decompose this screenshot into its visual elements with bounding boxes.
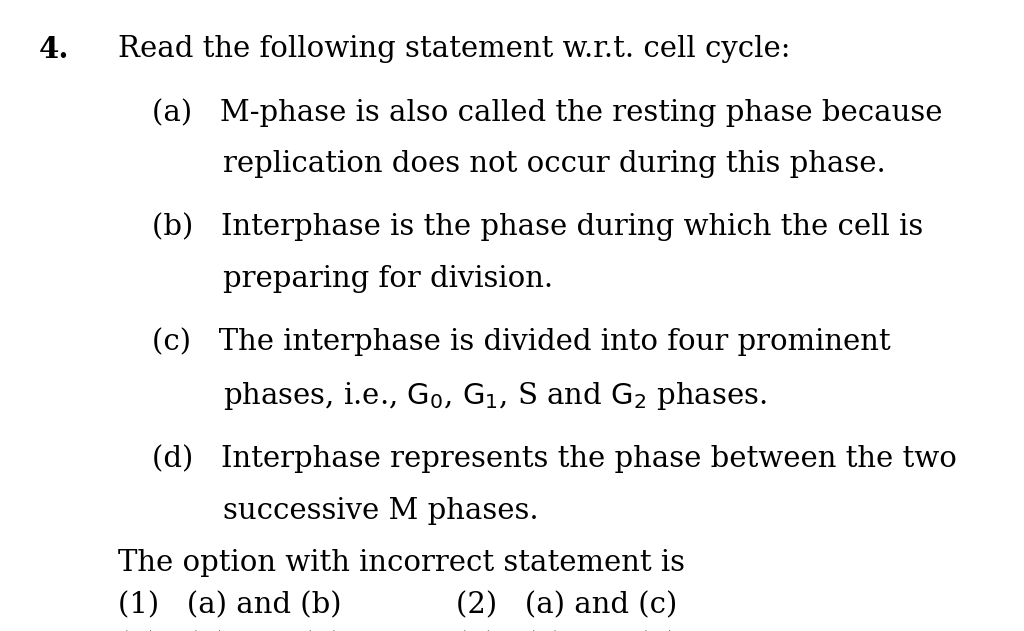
- Text: (b)   Interphase is the phase during which the cell is: (b) Interphase is the phase during which…: [152, 213, 923, 242]
- Text: (c)   The interphase is divided into four prominent: (c) The interphase is divided into four …: [152, 327, 890, 357]
- Text: (1)   (a) and (b): (1) (a) and (b): [118, 591, 341, 619]
- Text: (2)   (a) and (c): (2) (a) and (c): [456, 591, 677, 619]
- Text: replication does not occur during this phase.: replication does not occur during this p…: [223, 150, 886, 178]
- Text: (a)   M-phase is also called the resting phase because: (a) M-phase is also called the resting p…: [152, 98, 942, 127]
- Text: The option with incorrect statement is: The option with incorrect statement is: [118, 549, 685, 577]
- Text: preparing for division.: preparing for division.: [223, 265, 553, 293]
- Text: phases, i.e., $\mathrm{G}_0$, $\mathrm{G}_1$, S and $\mathrm{G}_2$ phases.: phases, i.e., $\mathrm{G}_0$, $\mathrm{G…: [223, 380, 767, 412]
- Text: successive M phases.: successive M phases.: [223, 497, 539, 524]
- Text: (d)   Interphase represents the phase between the two: (d) Interphase represents the phase betw…: [152, 444, 956, 473]
- Text: Read the following statement w.r.t. cell cycle:: Read the following statement w.r.t. cell…: [118, 35, 791, 62]
- Text: 4.: 4.: [39, 35, 70, 64]
